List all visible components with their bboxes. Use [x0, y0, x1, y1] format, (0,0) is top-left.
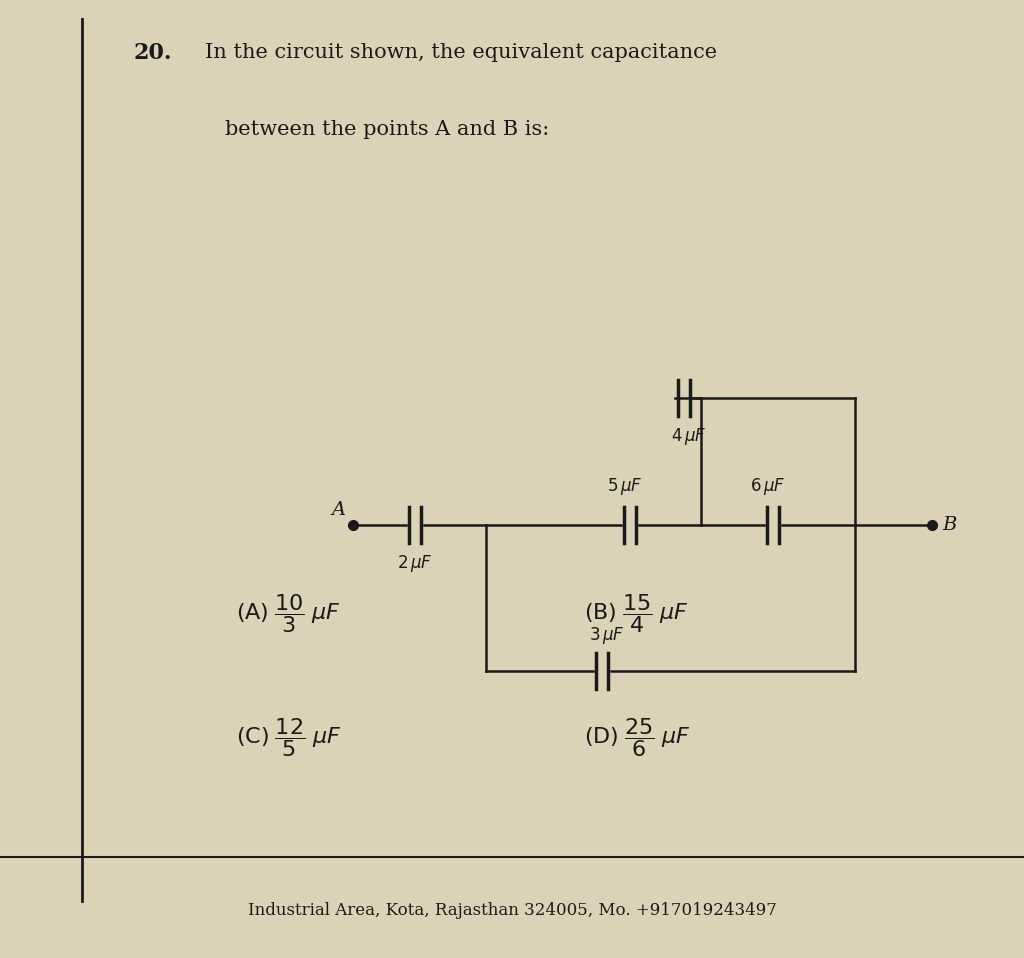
Text: $5\,\mu F$: $5\,\mu F$	[607, 476, 643, 497]
Text: $2\,\mu F$: $2\,\mu F$	[397, 553, 432, 574]
Text: $\mathrm{(B)}\;\dfrac{15}{4}\;\mu F$: $\mathrm{(B)}\;\dfrac{15}{4}\;\mu F$	[584, 592, 689, 634]
Text: $\mathrm{(C)}\;\dfrac{12}{5}\;\mu F$: $\mathrm{(C)}\;\dfrac{12}{5}\;\mu F$	[236, 717, 341, 759]
Text: $6\,\mu F$: $6\,\mu F$	[751, 476, 786, 497]
Text: B: B	[942, 516, 956, 534]
Text: $3\,\mu F$: $3\,\mu F$	[589, 625, 625, 646]
Text: A: A	[331, 501, 345, 519]
Text: between the points A and B is:: between the points A and B is:	[225, 120, 550, 139]
Text: $4\,\mu F$: $4\,\mu F$	[671, 425, 707, 446]
Text: $\mathrm{(A)}\;\dfrac{10}{3}\;\mu F$: $\mathrm{(A)}\;\dfrac{10}{3}\;\mu F$	[236, 592, 340, 634]
Text: Industrial Area, Kota, Rajasthan 324005, Mo. +917019243497: Industrial Area, Kota, Rajasthan 324005,…	[248, 901, 776, 919]
Text: $\mathrm{(D)}\;\dfrac{25}{6}\;\mu F$: $\mathrm{(D)}\;\dfrac{25}{6}\;\mu F$	[584, 717, 690, 759]
Text: 20.: 20.	[133, 42, 172, 63]
Text: In the circuit shown, the equivalent capacitance: In the circuit shown, the equivalent cap…	[205, 43, 717, 62]
